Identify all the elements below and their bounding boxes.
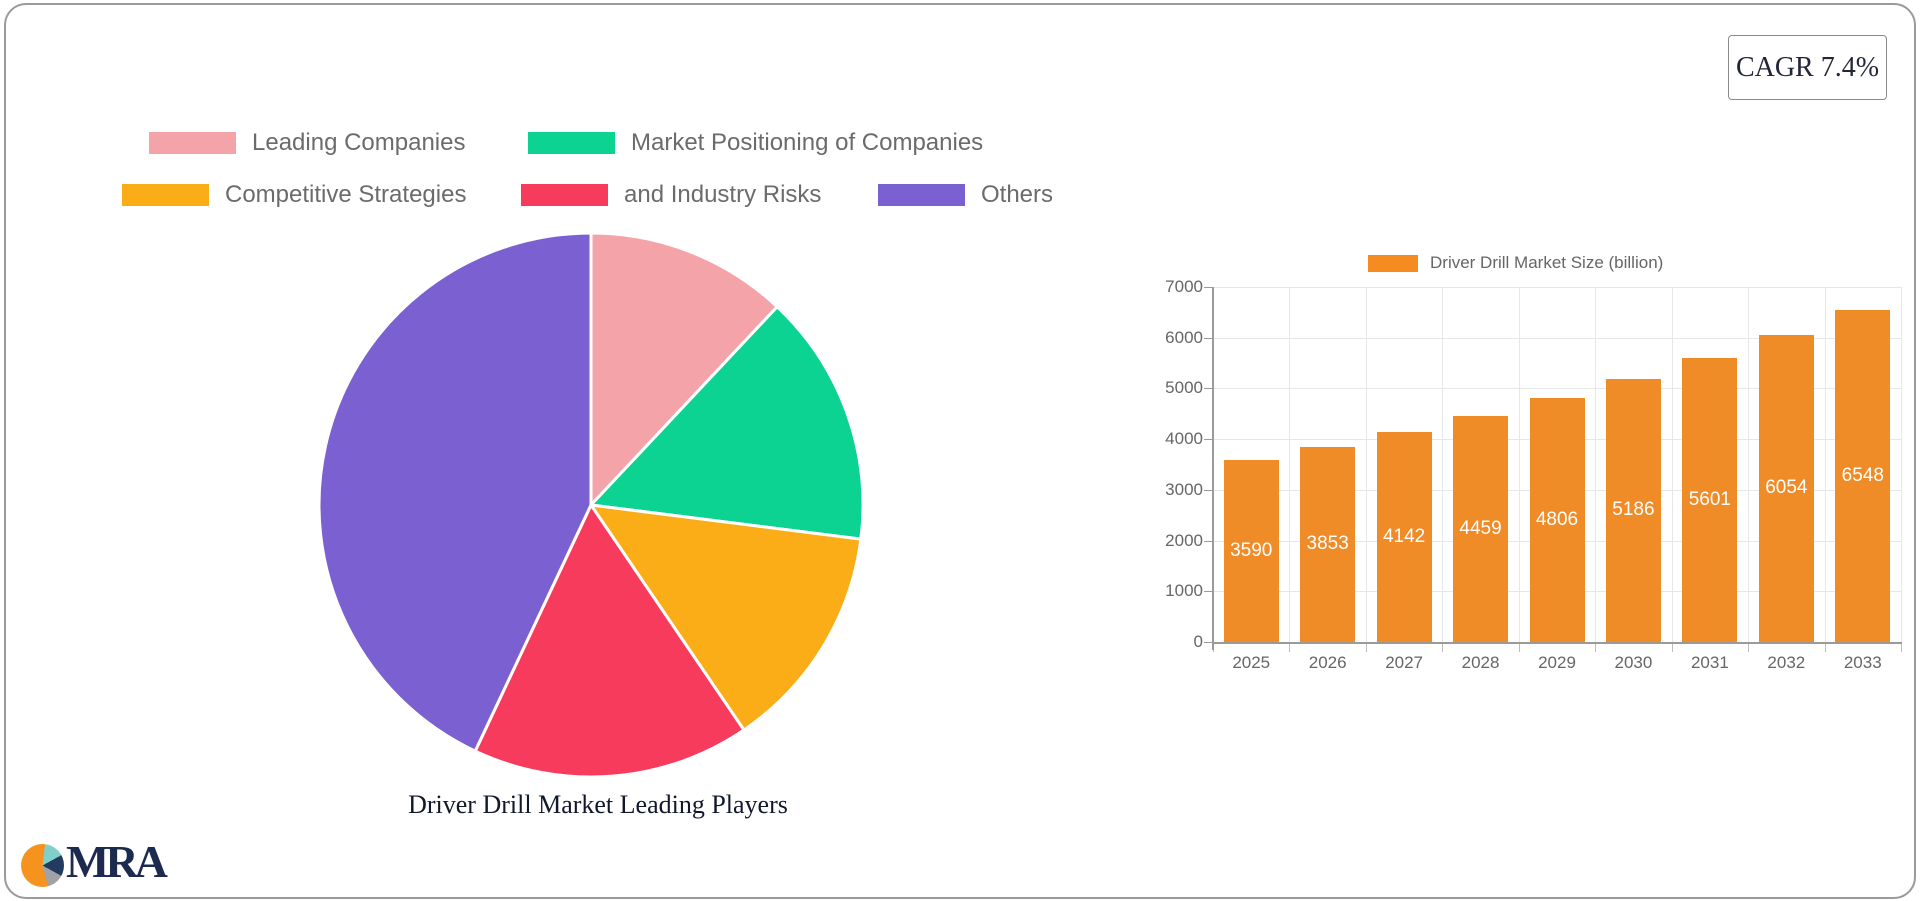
- y-axis-label: 5000: [1165, 378, 1203, 398]
- x-tick: [1442, 644, 1444, 652]
- bar-value-label: 4459: [1459, 517, 1502, 539]
- x-gridline: [1595, 287, 1597, 642]
- x-tick: [1289, 644, 1291, 652]
- bar-value-label: 3590: [1230, 539, 1273, 561]
- y-axis-line: [1212, 287, 1214, 650]
- x-gridline: [1901, 287, 1902, 642]
- y-tick: [1204, 439, 1213, 441]
- legend-label: Leading Companies: [252, 129, 466, 156]
- legend-swatch: [878, 184, 965, 206]
- x-tick: [1671, 644, 1673, 652]
- x-gridline: [1671, 287, 1673, 642]
- y-axis-label: 2000: [1165, 530, 1203, 550]
- y-gridline: [1213, 388, 1901, 390]
- x-axis-label: 2029: [1538, 653, 1576, 672]
- bar-value-label: 6054: [1765, 477, 1808, 499]
- x-tick: [1518, 644, 1520, 652]
- pie-legend-item: and Industry Risks: [521, 181, 822, 208]
- y-gridline: [1213, 337, 1901, 339]
- y-axis-label: 3000: [1165, 479, 1203, 499]
- y-tick: [1204, 287, 1213, 288]
- bar-chart-legend: Driver Drill Market Size (billion): [1368, 253, 1663, 273]
- bar: [1300, 446, 1356, 642]
- pie-slice: [589, 231, 779, 507]
- x-tick: [1365, 644, 1367, 652]
- cagr-badge: CAGR 7.4%: [1728, 35, 1887, 100]
- brand-logo: MRA: [21, 836, 168, 888]
- pie-legend-item: Others: [878, 181, 1054, 208]
- logo-pie-icon: [21, 843, 64, 887]
- bar-value-label: 5186: [1612, 499, 1655, 521]
- bar: [1453, 415, 1509, 642]
- legend-label: Competitive Strategies: [225, 181, 467, 208]
- y-axis-label: 6000: [1165, 327, 1203, 347]
- bar: [1835, 309, 1891, 642]
- x-axis-label: 2026: [1308, 653, 1347, 672]
- bar: [1682, 357, 1738, 642]
- legend-label: Driver Drill Market Size (billion): [1430, 253, 1664, 272]
- pie-slice: [317, 231, 593, 753]
- x-axis-label: 2027: [1385, 653, 1424, 672]
- x-axis-label: 2032: [1767, 653, 1806, 672]
- y-tick: [1204, 540, 1213, 542]
- pie-slice: [473, 503, 746, 779]
- y-tick: [1204, 337, 1213, 339]
- y-gridline: [1213, 287, 1901, 288]
- x-tick: [1901, 644, 1902, 652]
- pie-chart: [317, 231, 865, 779]
- x-axis-label: 2030: [1614, 653, 1653, 672]
- y-axis-label: 0: [1193, 632, 1203, 651]
- bar: [1223, 459, 1279, 642]
- legend-swatch: [149, 132, 236, 154]
- x-axis-label: 2031: [1690, 653, 1729, 672]
- x-gridline: [1442, 287, 1444, 642]
- bar-value-label: 6548: [1841, 464, 1884, 486]
- y-tick: [1204, 489, 1213, 491]
- cagr-badge-label: CAGR 7.4%: [1735, 51, 1880, 83]
- bar-value-label: 4142: [1382, 525, 1426, 547]
- bar: [1758, 334, 1814, 642]
- x-tick: [1824, 644, 1826, 652]
- y-axis-label: 1000: [1165, 581, 1203, 601]
- x-axis-line: [1212, 642, 1902, 644]
- y-tick: [1204, 591, 1213, 593]
- legend-swatch: [122, 184, 209, 206]
- bar: [1529, 398, 1585, 642]
- logo-text: MRA: [66, 836, 168, 887]
- bar: [1376, 431, 1432, 642]
- legend-swatch: [1368, 254, 1418, 272]
- x-gridline: [1518, 287, 1520, 642]
- y-tick: [1204, 642, 1213, 643]
- pie-legend-item: Market Positioning of Companies: [528, 129, 984, 156]
- x-gridline: [1824, 287, 1826, 642]
- y-axis-label: 7000: [1165, 277, 1203, 296]
- bar-value-label: 3853: [1306, 533, 1349, 555]
- x-gridline: [1289, 287, 1291, 642]
- x-axis-label: 2028: [1461, 653, 1500, 672]
- x-tick: [1595, 644, 1597, 652]
- legend-label: Market Positioning of Companies: [631, 129, 984, 156]
- x-gridline: [1365, 287, 1367, 642]
- x-axis-label: 2025: [1232, 653, 1271, 672]
- bar: [1605, 378, 1661, 642]
- legend-label: and Industry Risks: [624, 181, 822, 208]
- x-gridline: [1748, 287, 1750, 642]
- pie-slice: [589, 503, 863, 732]
- y-tick: [1204, 388, 1213, 390]
- pie-slice: [589, 305, 865, 541]
- bar-value-label: 4806: [1535, 509, 1579, 531]
- pie-chart-title: Driver Drill Market Leading Players: [408, 790, 788, 819]
- x-tick: [1748, 644, 1750, 652]
- x-axis-label: 2033: [1843, 653, 1882, 672]
- rounded-frame: [4, 3, 1916, 899]
- legend-swatch: [528, 132, 615, 154]
- pie-legend-item: Competitive Strategies: [122, 181, 467, 208]
- y-axis-label: 4000: [1165, 429, 1203, 449]
- legend-swatch: [521, 184, 608, 206]
- legend-label: Others: [981, 181, 1054, 208]
- bar-chart-plot-area: 0 1000 2000 3000 4000 5000 6000 7000 3590 2025 385…: [1165, 277, 1902, 672]
- pie-legend-item: Leading Companies: [149, 129, 466, 156]
- bar-value-label: 5601: [1688, 488, 1732, 510]
